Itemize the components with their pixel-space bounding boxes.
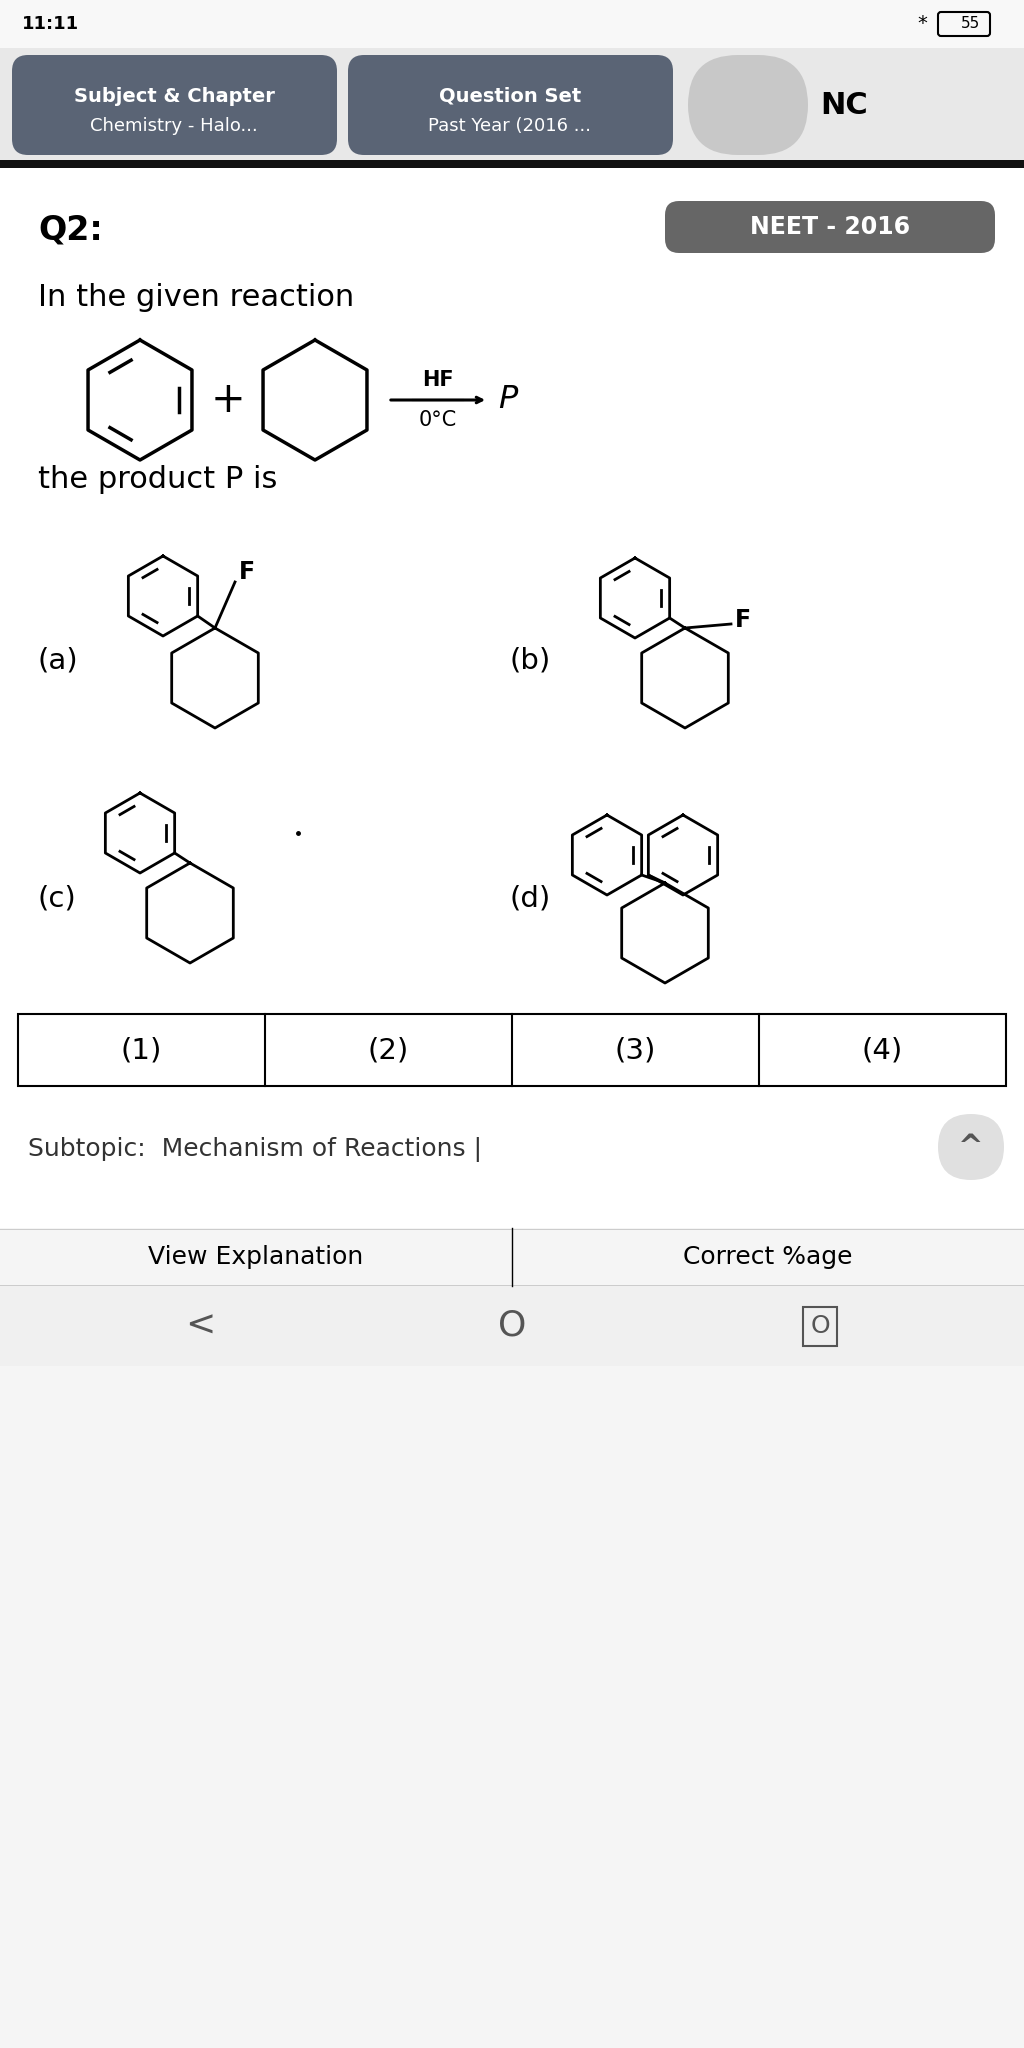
- Text: O: O: [498, 1309, 526, 1343]
- Text: (1): (1): [121, 1036, 162, 1065]
- Text: 11:11: 11:11: [22, 14, 79, 33]
- Bar: [0, 47, 1024, 160]
- Bar: [0, 0, 1024, 47]
- Text: Chemistry - Halo...: Chemistry - Halo...: [90, 117, 258, 135]
- Text: +: +: [211, 379, 246, 422]
- FancyBboxPatch shape: [938, 1114, 1004, 1180]
- Text: 55: 55: [961, 16, 980, 31]
- Text: Subject & Chapter: Subject & Chapter: [74, 86, 274, 106]
- Text: HF: HF: [422, 371, 454, 389]
- Bar: [0, 1229, 1024, 1286]
- Text: Past Year (2016 ...: Past Year (2016 ...: [428, 117, 592, 135]
- Text: (d): (d): [510, 885, 551, 911]
- Text: View Explanation: View Explanation: [148, 1245, 364, 1270]
- FancyBboxPatch shape: [12, 55, 337, 156]
- Text: the product P is: the product P is: [38, 465, 278, 494]
- FancyBboxPatch shape: [348, 55, 673, 156]
- Text: F: F: [239, 559, 255, 584]
- Text: In the given reaction: In the given reaction: [38, 283, 354, 313]
- Text: O: O: [810, 1315, 829, 1337]
- Text: NEET - 2016: NEET - 2016: [750, 215, 910, 240]
- Text: (a): (a): [38, 645, 79, 674]
- Text: Q2:: Q2:: [38, 213, 102, 246]
- Bar: [0, 168, 1024, 1247]
- Text: <: <: [184, 1309, 215, 1343]
- Text: Question Set: Question Set: [439, 86, 582, 106]
- Bar: [18, 1014, 1006, 1085]
- Text: P: P: [499, 385, 517, 416]
- Bar: [12, 172, 1012, 1229]
- Bar: [0, 1286, 1024, 1366]
- Text: 0°C: 0°C: [419, 410, 457, 430]
- Text: (2): (2): [368, 1036, 410, 1065]
- Text: (c): (c): [38, 885, 77, 911]
- Text: ^: ^: [958, 1133, 984, 1161]
- Bar: [0, 160, 1024, 168]
- Text: *: *: [918, 14, 927, 33]
- Text: (3): (3): [614, 1036, 656, 1065]
- Text: (4): (4): [862, 1036, 903, 1065]
- Text: NC: NC: [820, 92, 867, 121]
- FancyBboxPatch shape: [688, 55, 808, 156]
- Text: Subtopic:  Mechanism of Reactions |: Subtopic: Mechanism of Reactions |: [28, 1137, 482, 1163]
- FancyBboxPatch shape: [665, 201, 995, 254]
- Text: (b): (b): [510, 645, 551, 674]
- Text: Correct %age: Correct %age: [683, 1245, 853, 1270]
- Text: F: F: [735, 608, 752, 633]
